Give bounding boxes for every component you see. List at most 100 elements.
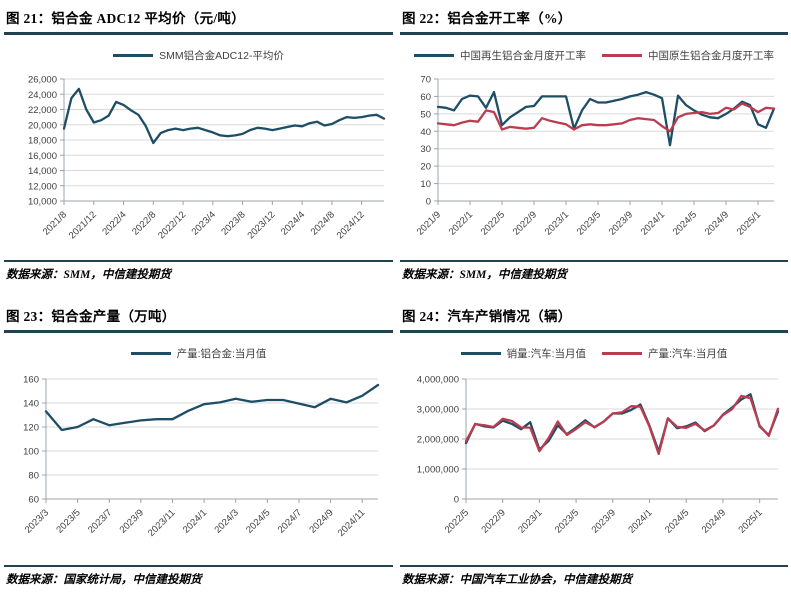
svg-text:2023/9: 2023/9 [607, 209, 635, 237]
svg-text:3,000,000: 3,000,000 [417, 405, 459, 416]
svg-text:2023/1: 2023/1 [543, 209, 571, 237]
svg-text:10: 10 [420, 179, 431, 190]
svg-text:2023/11: 2023/11 [146, 507, 178, 539]
svg-text:2021/9: 2021/9 [415, 209, 443, 237]
svg-text:2024/1: 2024/1 [181, 507, 209, 535]
svg-text:60: 60 [420, 92, 431, 103]
fig24-source: 数据来源：中国汽车工业协会，中信建投期货 [400, 565, 788, 587]
svg-text:0: 0 [426, 197, 431, 208]
legend-label: 产量:铝合金:当月值 [176, 348, 267, 360]
svg-text:2024/4: 2024/4 [279, 209, 307, 237]
svg-text:14,000: 14,000 [28, 166, 57, 177]
svg-text:2,000,000: 2,000,000 [417, 435, 459, 446]
legend-item: 产量:汽车:当月值 [602, 346, 727, 361]
svg-text:2023/7: 2023/7 [86, 507, 114, 535]
svg-text:2024/9: 2024/9 [703, 209, 731, 237]
svg-text:120: 120 [23, 423, 39, 434]
svg-text:1,000,000: 1,000,000 [417, 465, 459, 476]
legend-line-swatch [414, 54, 454, 57]
legend-line-swatch [602, 352, 642, 355]
svg-text:2022/1: 2022/1 [447, 209, 475, 237]
fig23-source: 数据来源：国家统计局，中信建投期货 [4, 565, 393, 587]
panel-fig21: 图 21：铝合金 ADC12 平均价（元/吨） SMM铝合金ADC12-平均价 … [0, 0, 396, 298]
svg-text:2024/5: 2024/5 [671, 209, 699, 237]
fig21-title: 图 21：铝合金 ADC12 平均价（元/吨） [4, 0, 393, 35]
svg-text:12,000: 12,000 [28, 181, 57, 192]
svg-text:2024/7: 2024/7 [276, 507, 304, 535]
svg-text:2023/4: 2023/4 [190, 209, 218, 237]
svg-text:26,000: 26,000 [28, 75, 57, 86]
svg-text:2024/3: 2024/3 [213, 507, 241, 535]
svg-text:2024/9: 2024/9 [700, 507, 728, 535]
fig24-chart: 0 1,000,000 2,000,000 3,000,000 4,000,000 202… [417, 375, 780, 536]
legend-item: 中国原生铝合金月度开工率 [602, 48, 774, 63]
svg-text:50: 50 [420, 109, 431, 120]
fig23-chart: 60 80 100 120 140 160 2023/3 2023/5 2023/7 2023/9… [23, 375, 380, 539]
fig22-legend: 中国再生铝合金月度开工率 中国原生铝合金月度开工率 [400, 48, 788, 63]
svg-text:2023/12: 2023/12 [245, 209, 277, 241]
legend-item: SMM铝合金ADC12-平均价 [113, 48, 284, 63]
legend-label: 销量:汽车:当月值 [506, 348, 586, 360]
svg-text:2024/1: 2024/1 [639, 209, 667, 237]
svg-text:2021/12: 2021/12 [67, 209, 99, 241]
svg-text:2022/12: 2022/12 [156, 209, 188, 241]
svg-text:2022/5: 2022/5 [443, 507, 471, 535]
svg-text:2024/11: 2024/11 [336, 507, 368, 539]
legend-line-swatch [130, 352, 171, 355]
svg-text:2024/9: 2024/9 [307, 507, 335, 535]
fig24-legend: 销量:汽车:当月值 产量:汽车:当月值 [400, 346, 788, 361]
svg-text:70: 70 [420, 75, 431, 86]
fig21-source: 数据来源：SMM，中信建投期货 [4, 260, 393, 282]
svg-text:4,000,000: 4,000,000 [417, 375, 459, 386]
panel-fig22: 图 22：铝合金开工率（%） 中国再生铝合金月度开工率 中国原生铝合金月度开工率 … [396, 0, 791, 298]
svg-text:22,000: 22,000 [28, 105, 57, 116]
svg-text:2023/1: 2023/1 [516, 507, 544, 535]
legend-label: 中国再生铝合金月度开工率 [460, 50, 586, 62]
svg-text:2025/1: 2025/1 [735, 209, 763, 237]
svg-text:2023/9: 2023/9 [590, 507, 618, 535]
svg-text:2023/5: 2023/5 [54, 507, 82, 535]
fig24-title: 图 24：汽车产销情况（辆） [400, 298, 788, 333]
svg-text:2023/5: 2023/5 [553, 507, 581, 535]
svg-text:18,000: 18,000 [28, 136, 57, 147]
svg-text:160: 160 [23, 375, 39, 386]
fig23-title: 图 23：铝合金产量（万吨） [4, 298, 393, 333]
svg-text:80: 80 [28, 471, 39, 482]
legend-line-swatch [113, 54, 154, 57]
svg-text:40: 40 [420, 127, 431, 138]
svg-text:20,000: 20,000 [28, 120, 57, 131]
legend-line-swatch [460, 352, 501, 355]
legend-label: 产量:汽车:当月值 [648, 348, 728, 360]
svg-text:2022/4: 2022/4 [100, 209, 128, 237]
svg-text:20: 20 [420, 162, 431, 173]
panel-fig23: 图 23：铝合金产量（万吨） 产量:铝合金:当月值 60 80 100 120 140 1… [0, 298, 396, 592]
legend-label: SMM铝合金ADC12-平均价 [159, 50, 284, 62]
svg-text:2022/5: 2022/5 [479, 209, 507, 237]
svg-text:2021/8: 2021/8 [41, 209, 69, 237]
legend-item: 产量:铝合金:当月值 [130, 346, 267, 361]
legend-item: 销量:汽车:当月值 [460, 346, 586, 361]
svg-text:60: 60 [28, 495, 39, 506]
svg-text:2023/3: 2023/3 [23, 507, 51, 535]
svg-text:2024/1: 2024/1 [626, 507, 654, 535]
legend-item: 中国再生铝合金月度开工率 [414, 48, 586, 63]
legend-line-swatch [602, 54, 642, 57]
svg-text:2023/5: 2023/5 [575, 209, 603, 237]
svg-text:2023/9: 2023/9 [118, 507, 146, 535]
svg-text:2022/9: 2022/9 [511, 209, 539, 237]
legend-label: 中国原生铝合金月度开工率 [648, 50, 774, 62]
fig22-source: 数据来源：SMM，中信建投期货 [400, 260, 788, 282]
svg-text:30: 30 [420, 144, 431, 155]
svg-text:100: 100 [23, 447, 39, 458]
fig22-title: 图 22：铝合金开工率（%） [400, 0, 788, 35]
svg-text:10,000: 10,000 [28, 197, 57, 208]
svg-text:2024/12: 2024/12 [335, 209, 367, 241]
svg-text:2024/8: 2024/8 [309, 209, 337, 237]
svg-text:2024/5: 2024/5 [663, 507, 691, 535]
svg-text:2025/1: 2025/1 [736, 507, 764, 535]
svg-text:0: 0 [454, 495, 459, 506]
svg-text:140: 140 [23, 399, 39, 410]
svg-text:2024/5: 2024/5 [244, 507, 272, 535]
